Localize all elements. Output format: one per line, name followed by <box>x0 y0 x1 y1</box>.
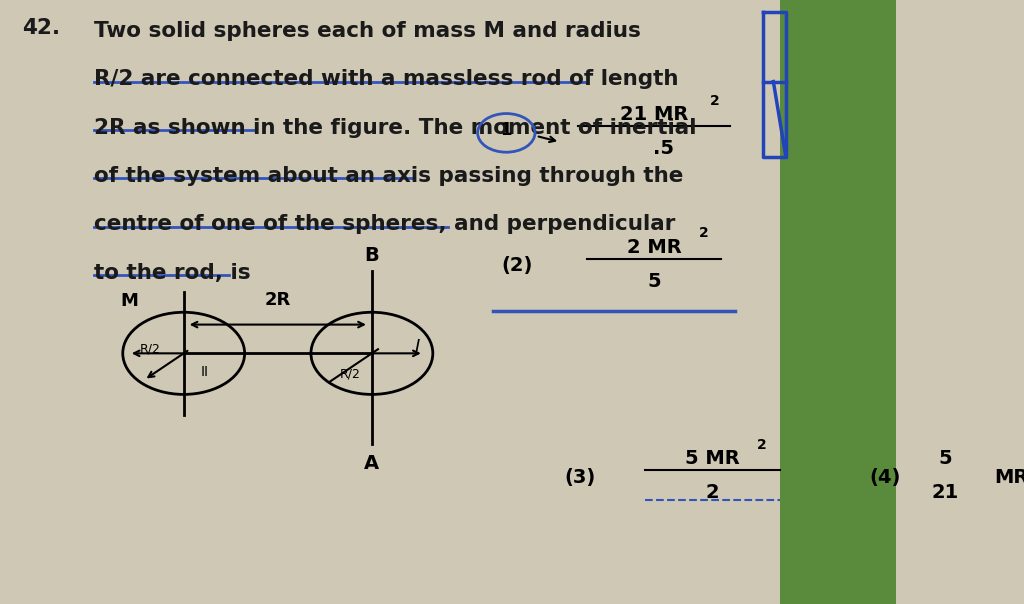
Text: (2): (2) <box>502 256 534 275</box>
Text: Two solid spheres each of mass M and radius: Two solid spheres each of mass M and rad… <box>94 21 641 41</box>
Text: 21: 21 <box>932 483 959 502</box>
Text: 1: 1 <box>501 121 512 140</box>
Bar <box>779 0 896 604</box>
Text: to the rod, is: to the rod, is <box>94 263 251 283</box>
Text: R/2: R/2 <box>340 367 361 381</box>
Text: 2: 2 <box>706 483 719 502</box>
Text: R/2: R/2 <box>139 342 161 356</box>
Text: 2: 2 <box>757 438 767 452</box>
Text: 42.: 42. <box>23 18 60 38</box>
Text: 2: 2 <box>711 94 720 108</box>
Text: centre of one of the spheres, and perpendicular: centre of one of the spheres, and perpen… <box>94 214 676 234</box>
Text: (3): (3) <box>564 467 596 487</box>
Text: 2 MR: 2 MR <box>627 238 682 257</box>
Text: 5: 5 <box>647 272 660 291</box>
Text: .5: .5 <box>652 139 674 158</box>
Text: 21 MR: 21 MR <box>620 105 688 124</box>
Text: of the system about an axis passing through the: of the system about an axis passing thro… <box>94 166 683 186</box>
Text: 2: 2 <box>698 226 709 240</box>
Text: I: I <box>415 338 420 356</box>
Text: MR: MR <box>994 467 1024 487</box>
Text: A: A <box>365 454 380 473</box>
Text: 2R as shown in the figure. The moment of inertial: 2R as shown in the figure. The moment of… <box>94 118 696 138</box>
Text: (4): (4) <box>869 467 901 487</box>
Text: R/2 are connected with a massless rod of length: R/2 are connected with a massless rod of… <box>94 69 679 89</box>
Text: 2R: 2R <box>264 292 291 309</box>
Text: 5: 5 <box>939 449 952 468</box>
Text: M: M <box>120 292 138 310</box>
Text: 5 MR: 5 MR <box>685 449 739 468</box>
Text: B: B <box>365 246 379 265</box>
Text: II: II <box>201 365 209 379</box>
